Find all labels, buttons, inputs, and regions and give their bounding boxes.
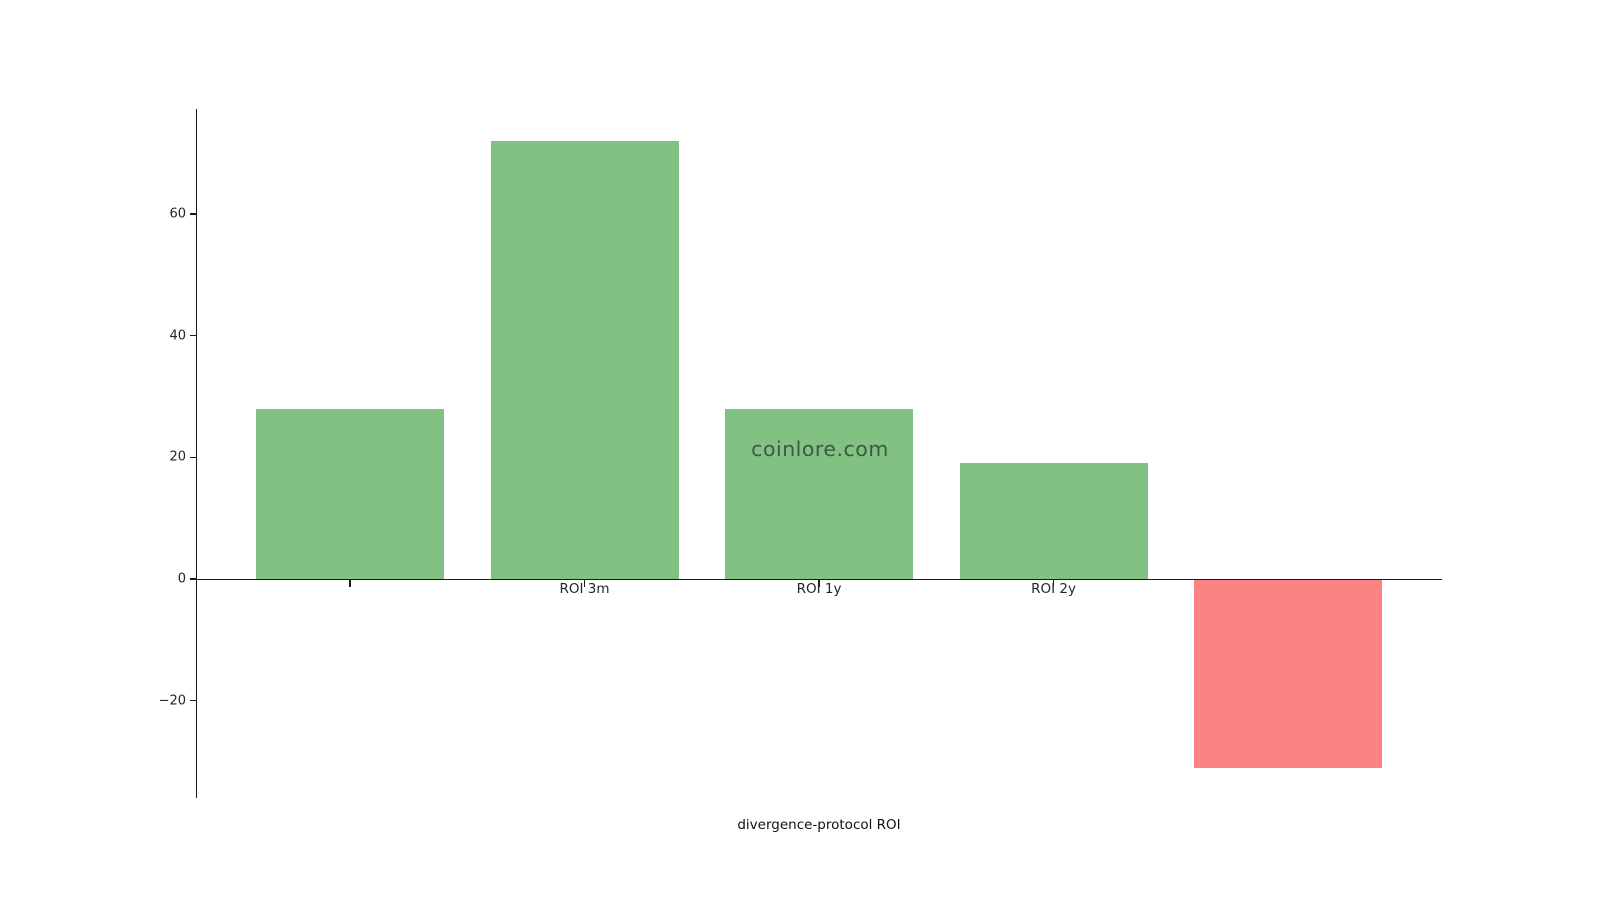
y-axis-tick — [190, 578, 196, 580]
y-axis-tick — [190, 456, 196, 458]
bar-positive — [256, 408, 444, 579]
x-axis-tick — [349, 579, 351, 587]
bar-negative — [1194, 579, 1382, 768]
bar-positive — [959, 463, 1148, 579]
y-axis-tick-label: 0 — [177, 571, 186, 587]
y-axis-tick-label: 20 — [169, 449, 186, 465]
y-axis-tick-label: 40 — [169, 328, 186, 344]
bar-positive — [725, 408, 913, 579]
y-axis-line — [196, 109, 198, 798]
y-axis-tick — [190, 213, 196, 215]
chart-x-axis-title: divergence-protocol ROI — [737, 817, 901, 833]
x-axis-tick — [1052, 579, 1055, 587]
y-axis-tick — [190, 700, 196, 702]
y-axis-tick — [190, 334, 196, 337]
watermark-text: coinlore.com — [751, 437, 889, 461]
bar-positive — [490, 140, 679, 579]
y-axis-tick-label: 60 — [169, 206, 186, 222]
x-axis-tick-label: ROI 3m — [559, 581, 610, 597]
x-axis-tick-label: ROI 1y — [796, 581, 842, 597]
x-axis-tick — [583, 579, 586, 587]
y-axis-tick-label: −20 — [158, 693, 186, 709]
x-axis-tick — [818, 579, 820, 587]
x-axis-tick-label: ROI 2y — [1031, 581, 1076, 597]
